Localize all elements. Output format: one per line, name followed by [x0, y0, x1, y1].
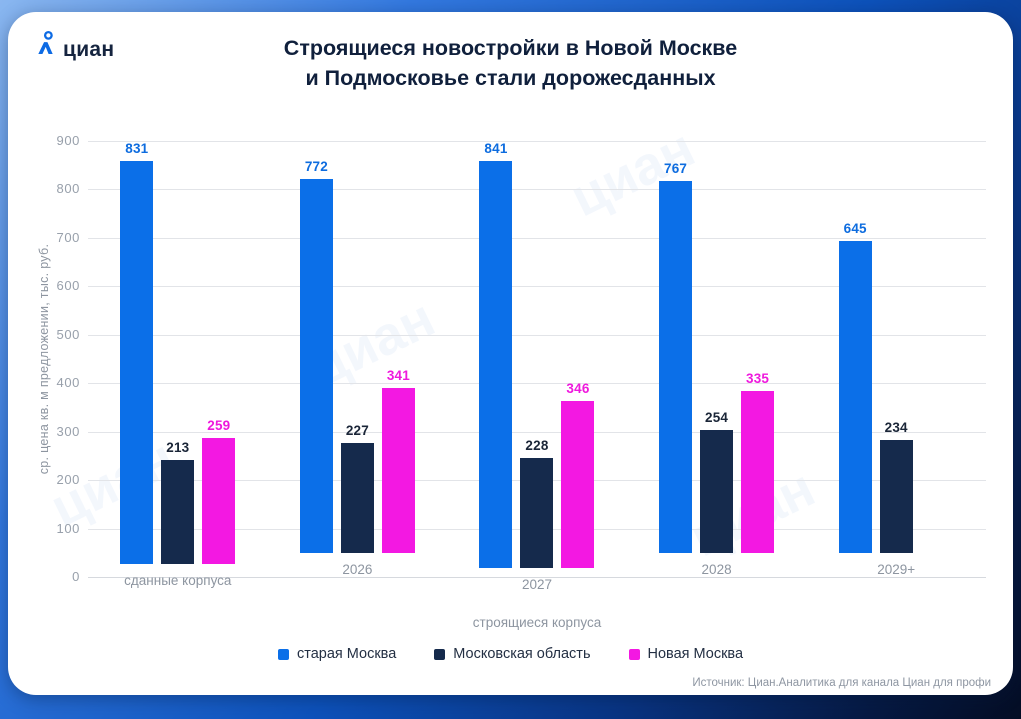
grid-line — [88, 431, 986, 433]
y-tick-label: 900 — [56, 133, 80, 148]
y-tick-label: 800 — [56, 181, 80, 197]
category-label: 2027 — [521, 577, 552, 593]
grid-line — [88, 237, 986, 239]
y-tick-label: 300 — [56, 423, 80, 439]
bar-slot: 645 — [838, 220, 872, 553]
bar-value-label: 254 — [705, 409, 729, 425]
bar-slot: 335 — [741, 370, 775, 553]
y-tick-label: 700 — [56, 229, 80, 245]
y-tick-label: 400 — [56, 375, 80, 391]
bar — [381, 387, 415, 553]
cian-logo: циан — [34, 30, 114, 62]
bar-value-label: 772 — [304, 159, 328, 175]
y-tick-label: 0 — [72, 569, 80, 584]
bar-row: 767 254 335 — [659, 141, 775, 553]
legend-swatch — [628, 648, 640, 660]
grid-line — [88, 141, 986, 142]
bar-row: 645 234 — [838, 141, 954, 553]
bar-value-label: 767 — [664, 161, 688, 177]
bar — [161, 460, 195, 564]
legend-item: Новая Москва — [628, 646, 744, 662]
chart-title: Строящиеся новостройки в Новой Москве и … — [8, 33, 1013, 93]
bar — [520, 457, 554, 569]
legend-item: Московская область — [434, 646, 591, 662]
bar-slot: 254 — [700, 409, 734, 553]
bar-row: 772 227 341 — [299, 141, 415, 553]
bar-slot: 234 — [879, 419, 913, 553]
chart-title-line2: и Подмосковье стали дорожесданных — [305, 66, 716, 91]
bar — [879, 439, 913, 553]
grid-line — [88, 577, 986, 578]
category-label: 2026 — [342, 562, 373, 577]
category-label: 2029+ — [877, 562, 916, 577]
legend-item: старая Москва — [277, 646, 397, 662]
legend-label: Новая Москва — [647, 646, 744, 662]
bar-value-label: 227 — [345, 423, 369, 439]
bar-group: 645 234 2029+ — [806, 141, 986, 577]
bar — [838, 240, 872, 553]
chart-title-line1: Строящиеся новостройки в Новой Москве — [283, 36, 738, 60]
bar — [479, 161, 513, 569]
grid-line — [88, 383, 986, 385]
bar-slot: 841 — [479, 141, 513, 569]
bar-slot: 227 — [340, 423, 374, 553]
bar — [659, 181, 693, 553]
bar-value-label: 341 — [386, 367, 410, 383]
bar-value-label: 234 — [884, 419, 908, 435]
y-tick-label: 500 — [56, 326, 80, 342]
legend-label: Московская область — [453, 646, 591, 662]
bar-value-label: 259 — [207, 418, 231, 434]
bar-slot: 213 — [161, 440, 195, 564]
bar-value-label: 831 — [125, 141, 149, 156]
bar-slot: 341 — [381, 367, 415, 553]
source-note: Источник: Циан.Аналитика для канала Циан… — [692, 677, 991, 689]
cian-pin-icon — [34, 30, 57, 62]
chart-legend: старая Москва Московская область Новая Мос… — [8, 646, 1013, 662]
bar-slot: 767 — [659, 161, 693, 553]
bar-row: 831 213 259 — [120, 141, 236, 564]
bar-slot: 831 — [120, 141, 154, 564]
bar-value-label: 228 — [525, 437, 549, 453]
category-label: сданные корпуса — [124, 572, 232, 588]
y-tick-label: 100 — [56, 520, 80, 536]
legend-label: старая Москва — [296, 646, 397, 662]
legend-swatch — [277, 648, 289, 660]
bar-group: 767 254 335 2028 — [627, 141, 807, 577]
y-tick-label: 200 — [56, 472, 80, 488]
bar-value-label: 213 — [166, 440, 190, 456]
logo-text: циан — [63, 38, 115, 61]
y-tick-label: 600 — [56, 278, 80, 294]
bar — [299, 179, 333, 553]
bar-row: 841 228 346 — [479, 141, 595, 569]
bar-slot: 259 — [202, 418, 236, 564]
category-label: 2028 — [701, 562, 732, 577]
grid-line — [88, 189, 986, 191]
bar — [700, 429, 734, 553]
bar-value-label: 346 — [566, 380, 590, 396]
bar — [120, 161, 154, 564]
bar-slot: 346 — [561, 380, 595, 569]
legend-swatch — [434, 648, 446, 660]
bar-slot: 228 — [520, 437, 554, 569]
bar-value-label: 841 — [484, 141, 508, 156]
bar — [340, 443, 374, 553]
grid-line — [88, 286, 986, 288]
y-axis-ticks: 900 800 700 600 500 400 300 200 100 0 — [8, 133, 80, 584]
bar-groups: 831 213 259 сданные корпуса 772 227 341 2026 841… — [88, 141, 986, 592]
bar-group: 831 213 259 сданные корпуса — [88, 141, 268, 588]
grid-line — [88, 334, 986, 336]
bar — [561, 400, 595, 569]
bar — [202, 438, 236, 564]
bar-slot: 772 — [299, 159, 333, 553]
chart-card: циан циан циан циан циан Строящиеся ново… — [8, 12, 1013, 695]
bar-group: 841 228 346 2027 — [447, 141, 627, 592]
bar-group: 772 227 341 2026 — [268, 141, 448, 577]
bar — [741, 390, 775, 553]
bar-value-label: 645 — [843, 220, 867, 236]
x-axis-title: строящиеся корпуса — [472, 615, 602, 630]
bar-value-label: 335 — [746, 370, 770, 386]
